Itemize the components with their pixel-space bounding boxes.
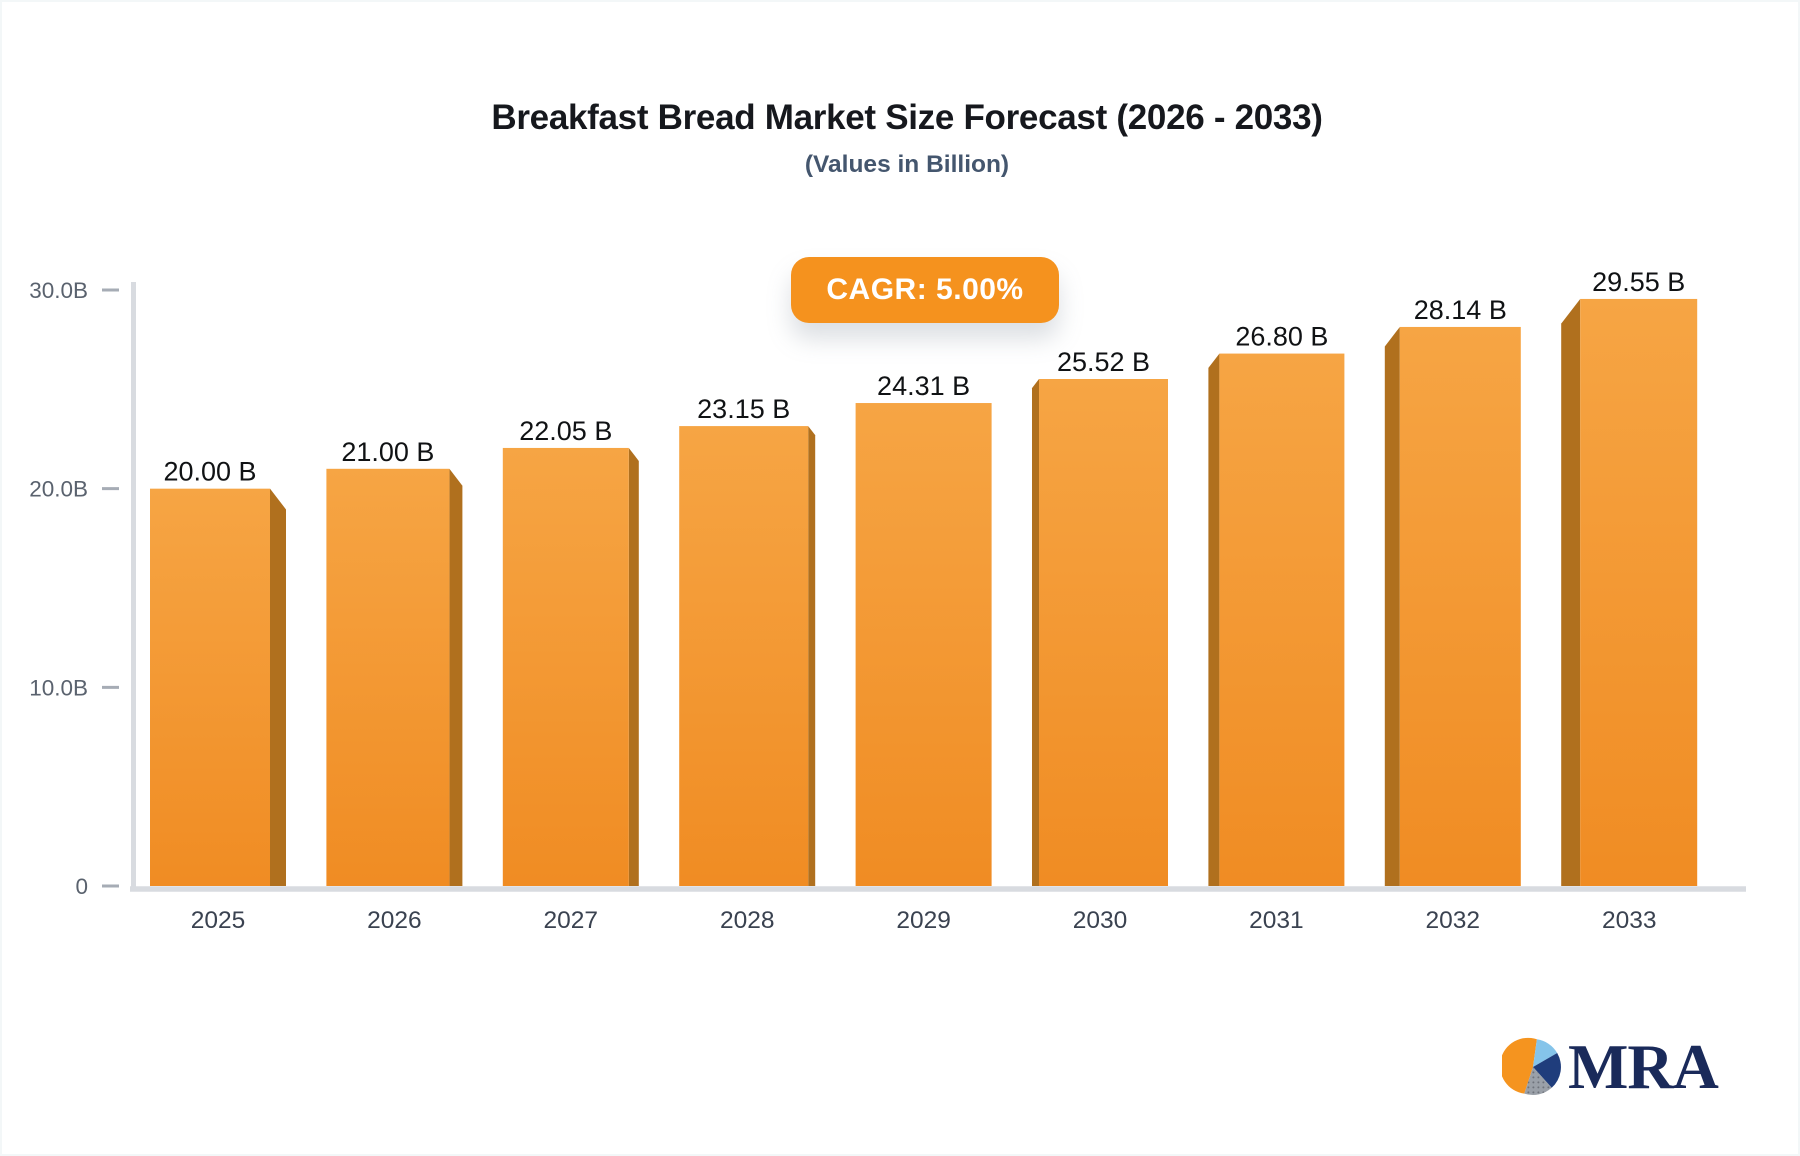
bar xyxy=(679,426,809,886)
bar xyxy=(1039,379,1168,886)
bar-value-label: 22.05 B xyxy=(519,416,612,446)
axes-group xyxy=(102,282,1746,892)
bar-side-face xyxy=(1208,353,1220,886)
logo-text: MRA xyxy=(1568,1031,1719,1102)
x-axis-label: 2028 xyxy=(720,907,775,934)
bar-side-face xyxy=(1032,379,1039,886)
bar xyxy=(326,468,450,886)
bar-value-label: 23.15 B xyxy=(697,394,790,424)
pie-slice-lightblue xyxy=(1533,1039,1558,1067)
x-axis-label: 2033 xyxy=(1602,907,1657,934)
x-axis-label: 2031 xyxy=(1249,907,1304,934)
bar-side-face xyxy=(270,488,286,886)
bar-value-label: 20.00 B xyxy=(163,457,256,487)
pie-slice-orange xyxy=(1502,1037,1537,1094)
bar xyxy=(150,488,270,886)
page-title: Breakfast Bread Market Size Forecast (20… xyxy=(491,98,1323,137)
y-axis-label: 20.0B xyxy=(29,477,88,502)
bar-value-label: 26.80 B xyxy=(1235,322,1328,352)
x-axis-label: 2030 xyxy=(1073,907,1128,934)
bar xyxy=(1399,326,1521,886)
y-axis-label: 0 xyxy=(75,874,88,899)
bar-value-label: 24.31 B xyxy=(877,371,970,401)
bar xyxy=(1580,298,1698,886)
pie-logo-icon xyxy=(1502,1037,1561,1095)
page-subtitle: (Values in Billion) xyxy=(804,151,1010,178)
x-axis-label: 2025 xyxy=(191,907,246,934)
axis-labels-group: 20.00 B 2025 21.00 B 2026 22.05 B 2027 23.15 B… xyxy=(29,267,1685,934)
x-axis-label: 2029 xyxy=(896,907,951,934)
x-axis-label: 2027 xyxy=(544,907,599,934)
bar xyxy=(502,447,629,886)
mra-logo: MRA xyxy=(1502,1031,1719,1102)
bar-side-face xyxy=(1561,298,1581,886)
bar-value-label: 29.55 B xyxy=(1592,267,1685,297)
y-axis-label: 30.0B xyxy=(29,278,88,303)
x-axis-label: 2026 xyxy=(367,907,422,934)
bar xyxy=(855,403,992,886)
pie-slice-gray-texture xyxy=(1524,1067,1552,1095)
bars-group xyxy=(150,298,1698,886)
pie-slice-navy xyxy=(1533,1053,1561,1088)
bar-side-face xyxy=(1384,326,1400,886)
bar-value-label: 28.14 B xyxy=(1414,295,1507,325)
bar-value-label: 25.52 B xyxy=(1057,347,1150,377)
bar-side-face xyxy=(628,447,639,886)
bar-side-face xyxy=(808,426,816,886)
bar-value-label: 21.00 B xyxy=(341,437,434,467)
cagr-badge: CAGR: 5.00% xyxy=(791,257,1059,323)
bar xyxy=(1219,353,1345,886)
bar-side-face xyxy=(449,468,463,886)
y-axis-label: 10.0B xyxy=(29,675,88,700)
x-axis-label: 2032 xyxy=(1426,907,1481,934)
